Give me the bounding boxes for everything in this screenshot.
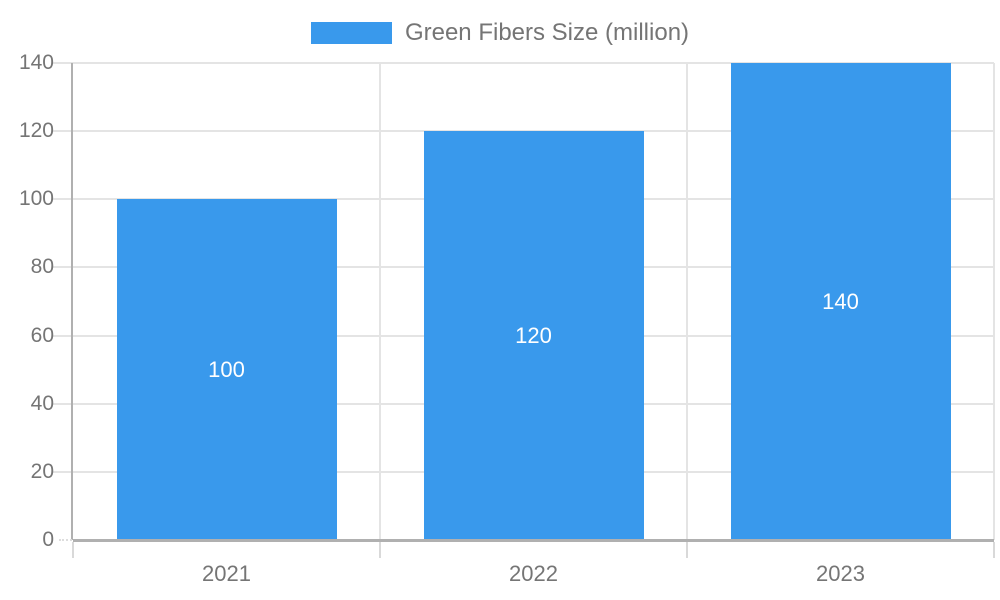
x-axis-label-2021: 2021 — [202, 561, 251, 586]
x-axis-tick-2 — [686, 542, 688, 558]
gridline-x-3 — [993, 63, 995, 540]
x-axis-tick-1 — [379, 542, 381, 558]
bar-2022[interactable]: 120 — [423, 131, 644, 540]
y-axis-label-40: 40 — [30, 391, 54, 415]
plot-area: 100 120 140 — [53, 62, 995, 540]
y-axis-label-60: 60 — [30, 323, 54, 347]
bar-2021[interactable]: 100 — [116, 199, 337, 540]
gridline-x-2 — [686, 63, 688, 540]
x-axis-tick-3 — [993, 542, 995, 558]
y-axis-label-100: 100 — [18, 187, 54, 211]
bar-value-label: 140 — [822, 288, 859, 314]
x-axis-label-2023: 2023 — [816, 561, 865, 586]
gridline-x-1 — [379, 63, 381, 540]
bar-value-label: 120 — [515, 322, 552, 348]
legend[interactable]: Green Fibers Size (million) — [0, 21, 1000, 45]
x-axis-line — [73, 539, 994, 542]
y-axis-label-120: 120 — [18, 119, 54, 143]
gridline-y-140 — [53, 62, 994, 64]
x-axis-tick-0 — [72, 542, 74, 558]
zero-tick-mark — [59, 539, 72, 541]
y-axis-label-140: 140 — [18, 51, 54, 74]
y-axis-line — [71, 63, 73, 540]
legend-label: Green Fibers Size (million) — [404, 19, 690, 46]
y-axis-label-0: 0 — [42, 528, 54, 551]
x-axis-label-2022: 2022 — [509, 561, 558, 586]
y-axis-label-20: 20 — [30, 459, 54, 483]
gridline-y-120 — [53, 130, 994, 133]
y-axis-label-80: 80 — [30, 255, 54, 279]
bar-value-label: 100 — [208, 356, 245, 382]
legend-swatch-icon — [310, 22, 392, 44]
bar-2023[interactable]: 140 — [730, 63, 951, 540]
